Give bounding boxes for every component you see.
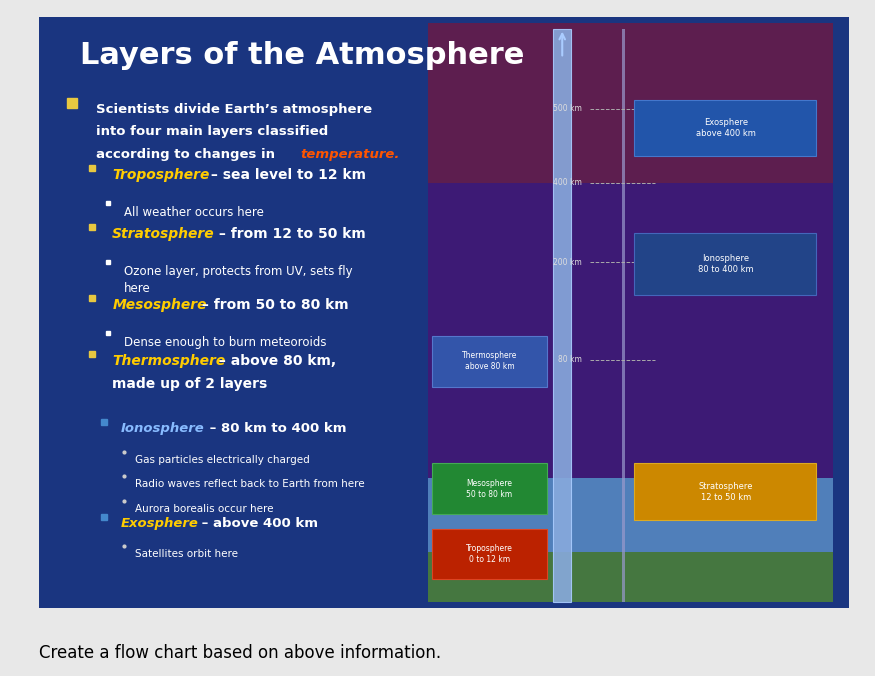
- Text: – from 12 to 50 km: – from 12 to 50 km: [214, 227, 366, 241]
- Text: Exosphere: Exosphere: [121, 516, 198, 530]
- Text: Ionosphere
80 to 400 km: Ionosphere 80 to 400 km: [698, 254, 753, 274]
- Text: Ionosphere: Ionosphere: [121, 422, 204, 435]
- Text: – above 400 km: – above 400 km: [197, 516, 318, 530]
- Text: Radio waves reflect back to Earth from here: Radio waves reflect back to Earth from h…: [135, 479, 365, 489]
- Text: into four main layers classified: into four main layers classified: [96, 125, 328, 138]
- Text: Thermosphere
above 80 km: Thermosphere above 80 km: [462, 351, 517, 371]
- Text: Scientists divide Earth’s atmosphere: Scientists divide Earth’s atmosphere: [96, 103, 372, 116]
- Text: 80 km: 80 km: [557, 356, 582, 364]
- Text: – sea level to 12 km: – sea level to 12 km: [206, 168, 366, 182]
- Text: Satellites orbit here: Satellites orbit here: [135, 549, 238, 559]
- Text: 200 km: 200 km: [553, 258, 582, 267]
- Text: temperature.: temperature.: [300, 147, 399, 161]
- Text: Troposphere: Troposphere: [112, 168, 210, 182]
- Text: Mesosphere
50 to 80 km: Mesosphere 50 to 80 km: [466, 479, 513, 499]
- Text: made up of 2 layers: made up of 2 layers: [112, 377, 268, 391]
- FancyBboxPatch shape: [634, 464, 816, 520]
- Bar: [428, 23, 833, 183]
- Text: Exosphere
above 400 km: Exosphere above 400 km: [696, 118, 756, 138]
- Bar: [428, 479, 833, 602]
- Text: – from 50 to 80 km: – from 50 to 80 km: [197, 298, 349, 312]
- Text: 500 km: 500 km: [553, 104, 582, 113]
- FancyBboxPatch shape: [634, 100, 816, 156]
- Text: Mesosphere: Mesosphere: [112, 298, 206, 312]
- Text: 400 km: 400 km: [553, 178, 582, 187]
- Text: Dense enough to burn meteoroids: Dense enough to burn meteoroids: [124, 336, 327, 349]
- Text: according to changes in: according to changes in: [96, 147, 280, 161]
- Text: – 80 km to 400 km: – 80 km to 400 km: [206, 422, 346, 435]
- Text: Thermosphere: Thermosphere: [112, 354, 226, 368]
- Text: Stratosphere: Stratosphere: [112, 227, 215, 241]
- Text: Ozone layer, protects from UV, sets fly
here: Ozone layer, protects from UV, sets fly …: [124, 265, 353, 295]
- FancyBboxPatch shape: [432, 337, 547, 387]
- Text: All weather occurs here: All weather occurs here: [124, 206, 264, 219]
- FancyBboxPatch shape: [634, 233, 816, 295]
- Bar: [553, 29, 571, 602]
- Text: Stratosphere
12 to 50 km: Stratosphere 12 to 50 km: [698, 482, 753, 502]
- Text: Layers of the Atmosphere: Layers of the Atmosphere: [80, 41, 524, 70]
- FancyBboxPatch shape: [432, 464, 547, 514]
- Text: Gas particles electrically charged: Gas particles electrically charged: [135, 455, 310, 464]
- Text: Aurora borealis occur here: Aurora borealis occur here: [135, 504, 273, 514]
- FancyBboxPatch shape: [432, 529, 547, 579]
- Text: – above 80 km,: – above 80 km,: [214, 354, 336, 368]
- Text: Troposphere
0 to 12 km: Troposphere 0 to 12 km: [466, 544, 513, 564]
- Bar: [622, 29, 626, 602]
- Bar: [428, 552, 833, 602]
- Bar: [428, 23, 833, 602]
- Text: Create a flow chart based on above information.: Create a flow chart based on above infor…: [39, 644, 442, 662]
